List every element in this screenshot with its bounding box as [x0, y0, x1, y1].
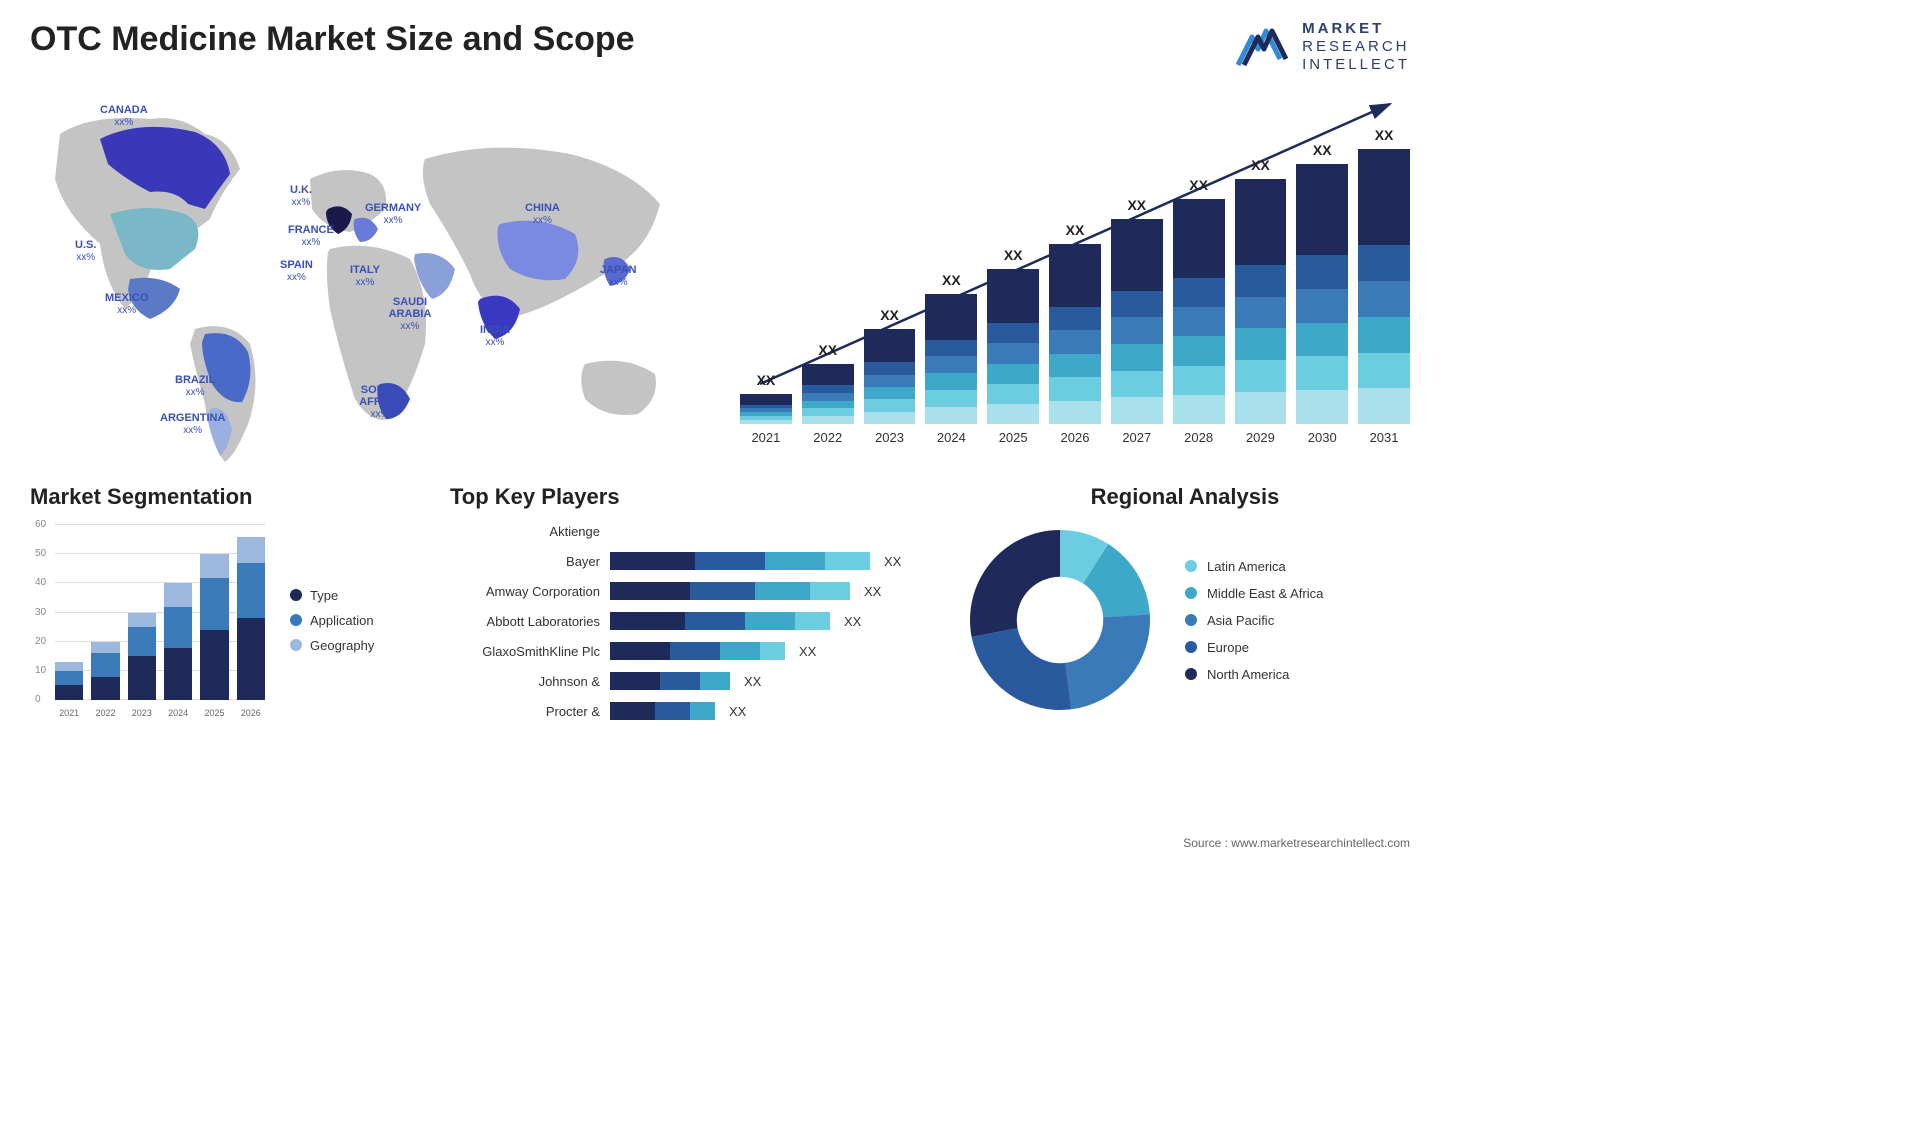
growth-bar: XX — [864, 329, 916, 424]
page-title: OTC Medicine Market Size and Scope — [30, 20, 635, 59]
segmentation-bar — [237, 537, 265, 700]
regional-donut-chart — [960, 520, 1160, 720]
segmentation-year: 2023 — [128, 708, 156, 718]
segmentation-bar — [128, 613, 156, 700]
player-row: Abbott LaboratoriesXX — [450, 610, 930, 632]
segmentation-legend: Type Application Geography — [290, 520, 374, 720]
regional-legend-item: North America — [1185, 667, 1323, 682]
growth-bar: XX — [740, 394, 792, 424]
segmentation-year: 2026 — [237, 708, 265, 718]
map-label: JAPANxx% — [600, 264, 636, 288]
source-text: Source : www.marketresearchintellect.com — [1183, 836, 1410, 850]
donut-slice — [1065, 614, 1150, 709]
segmentation-bar — [91, 642, 119, 700]
growth-bar: XX — [1173, 199, 1225, 424]
map-label: GERMANYxx% — [365, 202, 421, 226]
regional-title: Regional Analysis — [960, 484, 1410, 510]
player-row: GlaxoSmithKline PlcXX — [450, 640, 930, 662]
legend-item: Application — [290, 613, 374, 628]
map-label: ARGENTINAxx% — [160, 412, 225, 436]
player-row: BayerXX — [450, 550, 930, 572]
segmentation-bar — [200, 554, 228, 700]
growth-bar: XX — [1358, 149, 1410, 424]
map-label: MEXICOxx% — [105, 292, 148, 316]
player-row: Johnson &XX — [450, 670, 930, 692]
growth-year-label: 2031 — [1358, 430, 1410, 445]
map-label: SOUTH AFRICAxx% — [350, 384, 410, 420]
map-label: ITALYxx% — [350, 264, 380, 288]
player-row: Aktienge — [450, 520, 930, 542]
growth-bar: XX — [802, 364, 854, 424]
growth-year-label: 2024 — [925, 430, 977, 445]
growth-year-label: 2021 — [740, 430, 792, 445]
players-chart: Aktienge BayerXX Amway CorporationXX Abbott… — [450, 520, 930, 722]
regional-legend-item: Europe — [1185, 640, 1323, 655]
segmentation-year: 2021 — [55, 708, 83, 718]
player-row: Amway CorporationXX — [450, 580, 930, 602]
map-label: SPAINxx% — [280, 259, 313, 283]
regional-legend-item: Latin America — [1185, 559, 1323, 574]
segmentation-year: 2022 — [91, 708, 119, 718]
logo-line3: INTELLECT — [1302, 56, 1410, 74]
regional-legend-item: Middle East & Africa — [1185, 586, 1323, 601]
segmentation-chart: 0102030405060 202120222023202420252026 — [30, 520, 270, 720]
segmentation-year: 2024 — [164, 708, 192, 718]
world-map: CANADAxx% U.S.xx% MEXICOxx% BRAZILxx% ARGENT… — [30, 84, 700, 464]
growth-bar: XX — [925, 294, 977, 424]
growth-year-label: 2023 — [864, 430, 916, 445]
growth-year-label: 2029 — [1235, 430, 1287, 445]
growth-year-label: 2025 — [987, 430, 1039, 445]
logo-line2: RESEARCH — [1302, 38, 1410, 56]
map-label: U.K.xx% — [290, 184, 312, 208]
brand-logo: MARKET RESEARCH INTELLECT — [1236, 20, 1410, 74]
legend-item: Type — [290, 588, 374, 603]
growth-year-label: 2026 — [1049, 430, 1101, 445]
growth-bar: XX — [1049, 244, 1101, 424]
map-label: SAUDI ARABIAxx% — [380, 296, 440, 332]
map-label: BRAZILxx% — [175, 374, 215, 398]
logo-chevron-icon — [1236, 25, 1292, 69]
segmentation-title: Market Segmentation — [30, 484, 420, 510]
regional-legend-item: Asia Pacific — [1185, 613, 1323, 628]
growth-year-label: 2028 — [1173, 430, 1225, 445]
donut-slice — [972, 628, 1072, 710]
donut-slice — [970, 530, 1060, 637]
growth-year-label: 2027 — [1111, 430, 1163, 445]
regional-legend: Latin America Middle East & Africa Asia Pa… — [1185, 559, 1323, 682]
map-label: U.S.xx% — [75, 239, 96, 263]
segmentation-bar — [55, 662, 83, 700]
growth-bar-chart: XXXXXXXXXXXXXXXXXXXXXX 20212022202320242… — [730, 84, 1410, 464]
segmentation-bar — [164, 583, 192, 700]
growth-year-label: 2030 — [1296, 430, 1348, 445]
map-label: FRANCExx% — [288, 224, 334, 248]
map-label: CHINAxx% — [525, 202, 560, 226]
legend-item: Geography — [290, 638, 374, 653]
map-label: INDIAxx% — [480, 324, 510, 348]
growth-bar: XX — [987, 269, 1039, 424]
player-row: Procter &XX — [450, 700, 930, 722]
growth-bar: XX — [1111, 219, 1163, 424]
logo-line1: MARKET — [1302, 20, 1410, 38]
growth-bar: XX — [1235, 179, 1287, 424]
map-label: CANADAxx% — [100, 104, 148, 128]
growth-bar: XX — [1296, 164, 1348, 424]
segmentation-year: 2025 — [200, 708, 228, 718]
players-title: Top Key Players — [450, 484, 930, 510]
growth-year-label: 2022 — [802, 430, 854, 445]
